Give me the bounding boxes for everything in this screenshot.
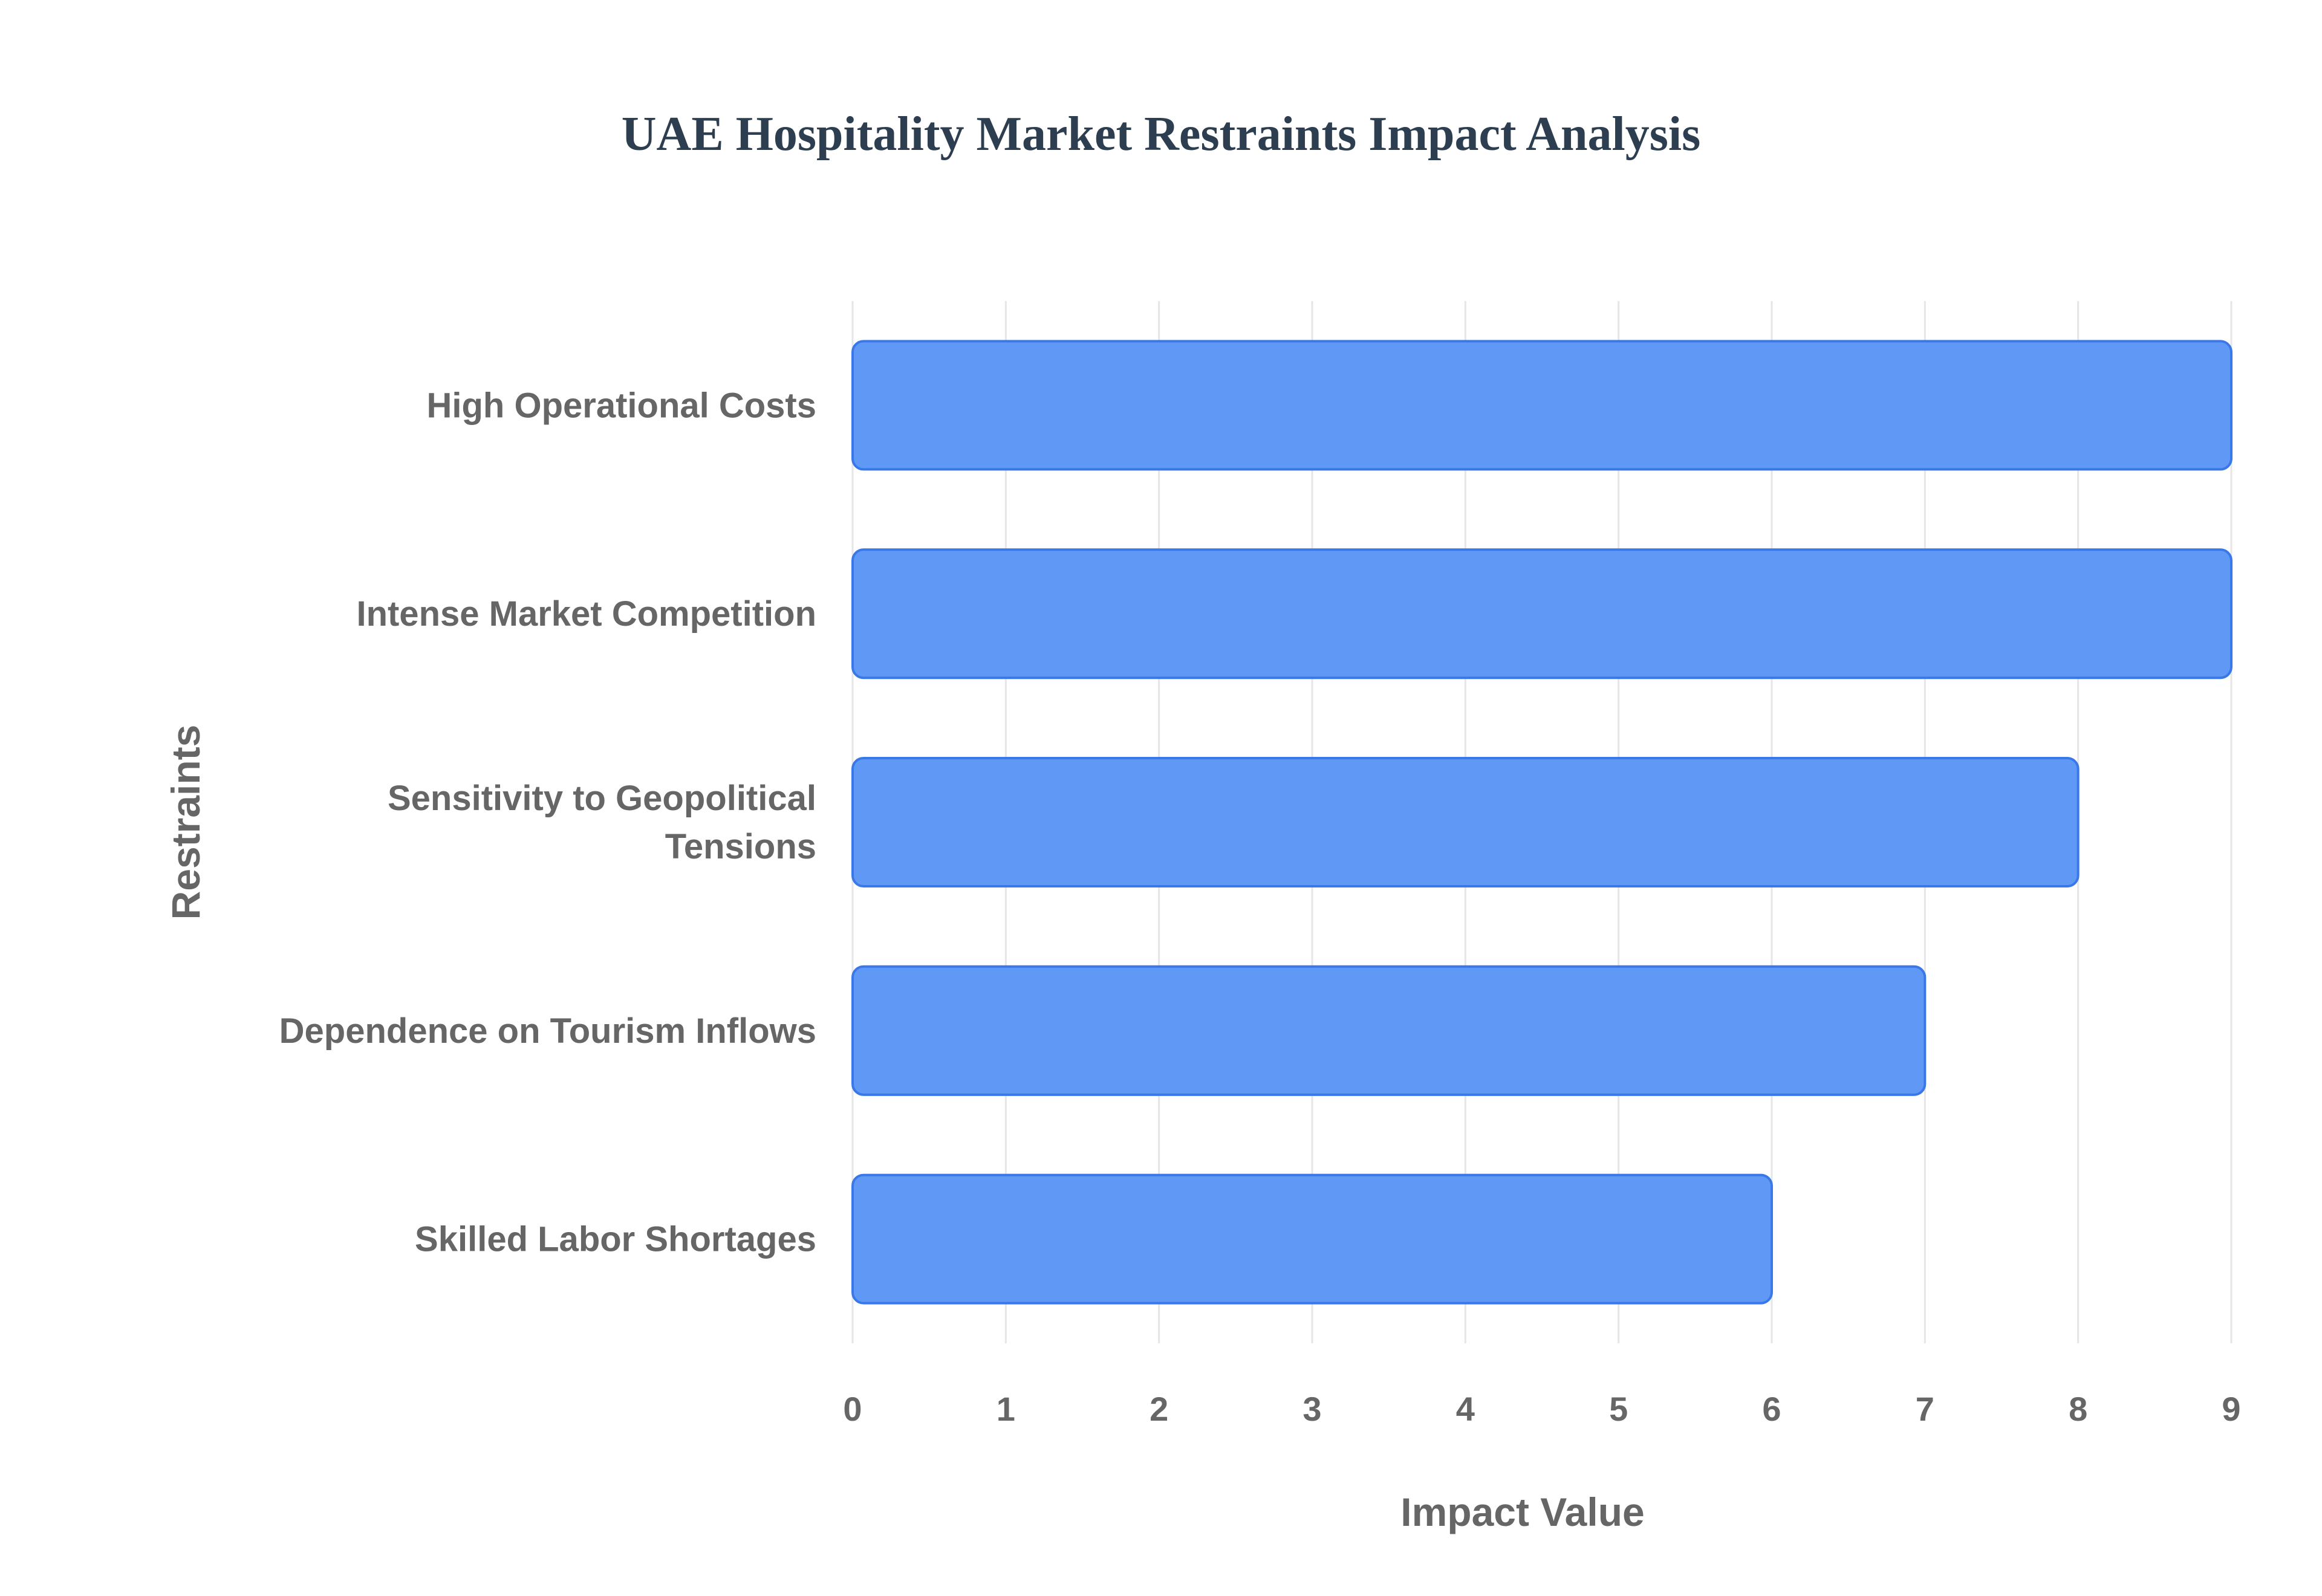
y-tick-label: Intense Market Competition bbox=[356, 594, 816, 634]
x-tick-label: 8 bbox=[2069, 1390, 2087, 1428]
x-tick-label: 2 bbox=[1150, 1390, 1168, 1428]
chart-title: UAE Hospitality Market Restraints Impact… bbox=[622, 108, 1700, 161]
y-axis-title: Restraints bbox=[163, 725, 208, 920]
bar[interactable] bbox=[851, 340, 2233, 471]
y-tick-label: High Operational Costs bbox=[426, 386, 816, 425]
x-tick-labels: 0 1 2 3 4 5 6 7 8 9 bbox=[843, 1390, 2240, 1428]
x-tick-label: 7 bbox=[1916, 1390, 1934, 1428]
x-tick-label: 6 bbox=[1762, 1390, 1781, 1428]
y-tick-label: Sensitivity to Geopolitical Tensions bbox=[388, 779, 816, 866]
x-tick-label: 0 bbox=[843, 1390, 862, 1428]
x-tick-label: 4 bbox=[1456, 1390, 1475, 1428]
x-tick-label: 3 bbox=[1302, 1390, 1321, 1428]
x-axis-title: Impact Value bbox=[1400, 1490, 1645, 1534]
bar[interactable] bbox=[851, 756, 2080, 888]
bars bbox=[851, 340, 2233, 1305]
x-tick-label: 9 bbox=[2222, 1390, 2240, 1428]
y-tick-label: Dependence on Tourism Inflows bbox=[279, 1011, 816, 1051]
y-tick-label: Skilled Labor Shortages bbox=[415, 1220, 816, 1259]
bar[interactable] bbox=[851, 1173, 1773, 1305]
y-tick-labels: High Operational Costs Intense Market Com… bbox=[279, 386, 816, 1259]
x-tick-label: 5 bbox=[1609, 1390, 1628, 1428]
x-tick-label: 1 bbox=[997, 1390, 1015, 1428]
bar[interactable] bbox=[851, 548, 2233, 680]
bar[interactable] bbox=[851, 965, 1927, 1096]
